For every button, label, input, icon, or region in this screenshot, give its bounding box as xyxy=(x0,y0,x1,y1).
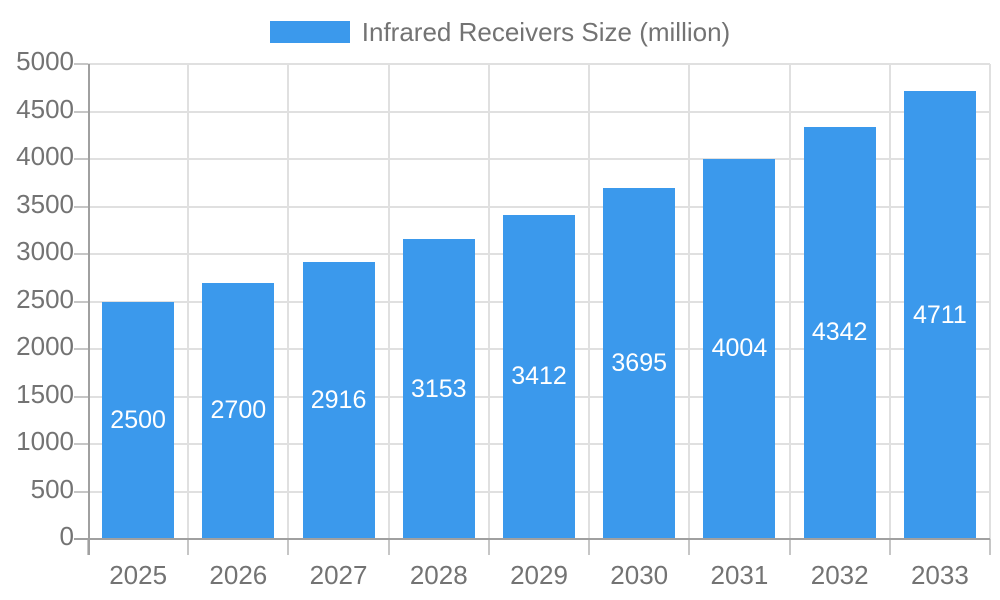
y-axis-tick xyxy=(74,63,88,65)
legend-label: Infrared Receivers Size (million) xyxy=(361,17,731,47)
x-axis-label: 2027 xyxy=(309,560,368,590)
bar: 4711 xyxy=(903,91,976,539)
y-axis-tick xyxy=(74,110,88,113)
v-gridline xyxy=(888,64,891,539)
y-axis-label: 4500 xyxy=(16,93,74,124)
x-axis-tick xyxy=(487,539,490,555)
y-axis-label: 5000 xyxy=(16,46,74,76)
x-axis-tick xyxy=(888,539,891,555)
bar: 4004 xyxy=(703,158,776,539)
x-axis-line xyxy=(74,538,990,540)
bar: 2700 xyxy=(202,282,275,539)
x-axis-tick xyxy=(387,539,390,555)
legend-swatch xyxy=(269,21,350,43)
y-axis-label: 3000 xyxy=(16,236,74,266)
y-axis-tick xyxy=(74,205,88,208)
bar: 3412 xyxy=(503,214,575,539)
y-axis-tick xyxy=(74,158,88,160)
x-axis-label: 2029 xyxy=(510,560,568,590)
plot-area: 0 500 1000 1500 2000 2500 3000 3500 4000 4500 5000… xyxy=(16,48,991,588)
h-gridline xyxy=(88,63,990,65)
x-axis-label: 2025 xyxy=(109,560,168,590)
y-axis-tick xyxy=(74,490,88,493)
y-axis-tick xyxy=(74,300,88,303)
v-gridline xyxy=(187,64,190,539)
v-gridline xyxy=(688,64,691,539)
bar-value-label: 3153 xyxy=(410,374,467,403)
y-axis-tick xyxy=(74,253,88,255)
bar: 2916 xyxy=(302,261,375,539)
v-gridline xyxy=(989,64,991,539)
x-axis-tick xyxy=(187,539,190,555)
x-axis-label: 2032 xyxy=(810,560,869,590)
y-axis-label: 1500 xyxy=(16,378,74,409)
y-axis-label: 2500 xyxy=(16,283,74,314)
bar-value-label: 4004 xyxy=(711,334,768,363)
y-axis-label: 2000 xyxy=(16,331,74,361)
x-axis-tick xyxy=(788,539,791,555)
x-axis-label: 2026 xyxy=(209,560,268,590)
y-axis-label: 500 xyxy=(30,473,74,504)
h-gridline xyxy=(88,205,990,208)
v-gridline xyxy=(788,64,791,539)
v-gridline xyxy=(588,64,591,539)
y-axis-label: 3500 xyxy=(16,188,74,219)
h-gridline xyxy=(88,158,990,160)
y-axis-tick xyxy=(74,348,88,350)
v-gridline xyxy=(287,64,290,539)
bar-value-label: 3412 xyxy=(511,362,567,391)
y-axis-label: 1000 xyxy=(16,426,74,456)
bar-value-label: 3695 xyxy=(611,348,668,377)
x-axis-tick xyxy=(989,539,991,555)
y-axis-tick xyxy=(74,395,88,398)
bar-value-label: 4711 xyxy=(912,300,967,329)
bar-value-label: 4342 xyxy=(811,318,868,347)
x-axis-tick xyxy=(588,539,591,555)
x-axis-label: 2033 xyxy=(910,560,969,590)
legend: Infrared Receivers Size (million) xyxy=(0,17,1000,47)
bar-value-label: 2700 xyxy=(210,396,267,425)
bar: 3153 xyxy=(402,239,475,539)
y-axis-label: 0 xyxy=(59,521,74,551)
x-axis-label: 2028 xyxy=(409,560,468,590)
y-axis-tick xyxy=(74,443,88,445)
x-axis-tick xyxy=(688,539,691,555)
x-axis-label: 2031 xyxy=(710,560,769,590)
v-gridline xyxy=(387,64,390,539)
x-axis-tick xyxy=(287,539,290,555)
x-axis-label: 2030 xyxy=(610,560,669,590)
h-gridline xyxy=(88,110,990,113)
y-axis-line xyxy=(88,64,90,555)
bar: 2500 xyxy=(102,301,175,539)
bar-value-label: 2500 xyxy=(110,405,166,434)
bar: 4342 xyxy=(803,126,876,539)
bar-value-label: 2916 xyxy=(310,385,367,414)
v-gridline xyxy=(487,64,490,539)
bar: 3695 xyxy=(603,187,676,539)
y-axis-label: 4000 xyxy=(16,141,74,171)
